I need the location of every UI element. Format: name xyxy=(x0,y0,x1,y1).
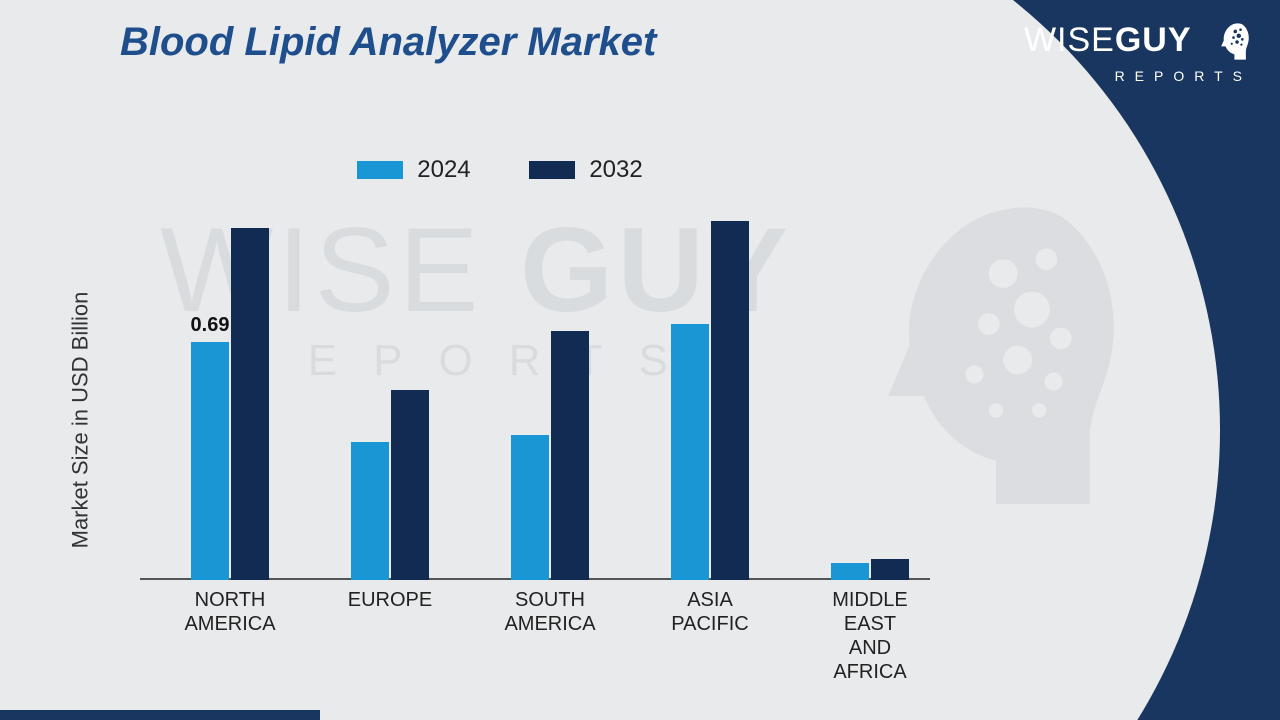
bar-asia_pacific-2024 xyxy=(671,324,709,580)
bar-europe-2032 xyxy=(391,390,429,580)
bars xyxy=(671,221,749,580)
bar-north_america-2024: 0.69 xyxy=(191,342,229,580)
bar-south_america-2032 xyxy=(551,331,589,580)
brand-light: WISE xyxy=(1024,21,1115,59)
bar-europe-2024 xyxy=(351,442,389,580)
legend-label-2032: 2032 xyxy=(589,156,642,184)
brand-logo: WISEGUY REPORTS xyxy=(1024,20,1252,84)
brand-name: WISEGUY xyxy=(1024,20,1252,64)
bar-asia_pacific-2032 xyxy=(711,221,749,580)
category-label: SOUTHAMERICA xyxy=(480,588,620,636)
legend-item-2024: 2024 xyxy=(357,156,470,184)
y-axis-label: Market Size in USD Billion xyxy=(68,292,94,549)
bars xyxy=(351,390,429,580)
bar-mea-2032 xyxy=(871,559,909,580)
bottom-accent-bar xyxy=(0,710,320,720)
bars: 0.69 xyxy=(191,228,269,580)
brand-sub: REPORTS xyxy=(1024,68,1252,84)
plot-area: 0.69NORTHAMERICAEUROPESOUTHAMERICAASIAPA… xyxy=(140,200,930,580)
bar-mea-2024 xyxy=(831,563,869,580)
category-label: NORTHAMERICA xyxy=(160,588,300,636)
legend-swatch-2032 xyxy=(529,161,575,179)
category-label: ASIAPACIFIC xyxy=(640,588,780,636)
category-label: MIDDLEEASTANDAFRICA xyxy=(800,588,940,684)
chart: Market Size in USD Billion 2024 2032 0.6… xyxy=(60,150,940,690)
value-label: 0.69 xyxy=(191,314,230,337)
bars xyxy=(511,331,589,580)
page-title: Blood Lipid Analyzer Market xyxy=(120,20,656,65)
legend-item-2032: 2032 xyxy=(529,156,642,184)
brand-bold: GUY xyxy=(1115,21,1192,59)
legend-swatch-2024 xyxy=(357,161,403,179)
bars xyxy=(831,559,909,580)
brain-head-icon xyxy=(1208,20,1252,64)
category-label: EUROPE xyxy=(320,588,460,612)
bar-north_america-2032 xyxy=(231,228,269,580)
legend-label-2024: 2024 xyxy=(417,156,470,184)
bar-south_america-2024 xyxy=(511,435,549,580)
legend: 2024 2032 xyxy=(60,156,940,186)
page: Blood Lipid Analyzer Market WISEGUY REPO… xyxy=(0,0,1280,720)
